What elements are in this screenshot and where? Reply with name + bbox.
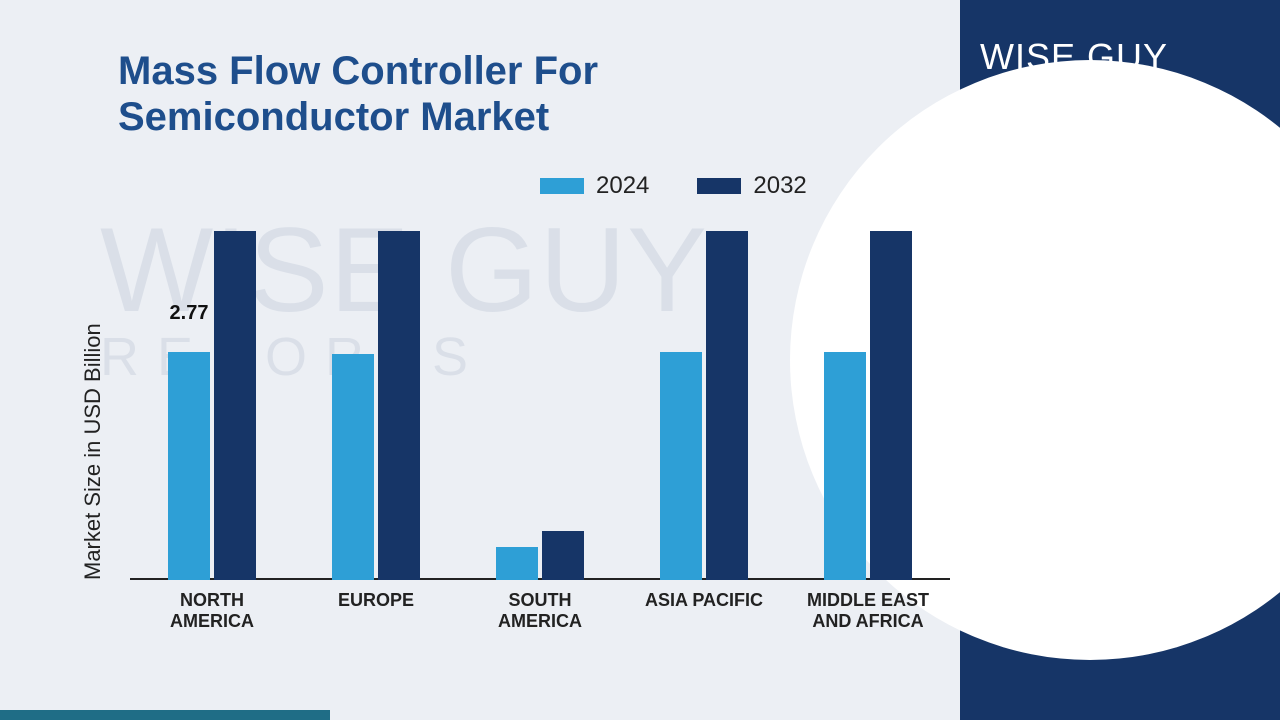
bar-2032 (378, 231, 420, 580)
bar-2032 (870, 231, 912, 580)
bar-2024 (168, 352, 210, 580)
legend-label: 2024 (596, 172, 649, 200)
x-axis-category-label: EUROPE (306, 590, 446, 611)
x-axis-category-label: ASIA PACIFIC (634, 590, 774, 611)
bar-2024 (496, 547, 538, 580)
bar-2032 (706, 231, 748, 580)
legend-label: 2032 (753, 172, 806, 200)
bar-2024 (660, 352, 702, 580)
legend-item-2032: 2032 (697, 172, 806, 200)
x-axis-category-label: SOUTH AMERICA (470, 590, 610, 631)
bar-value-label: 2.77 (170, 302, 209, 325)
brand-logo-line2: REPORTS (980, 78, 1168, 96)
bar-2024 (332, 354, 374, 580)
y-axis-label: Market Size in USD Billion (80, 323, 106, 580)
x-axis-category-label: MIDDLE EAST AND AFRICA (798, 590, 938, 631)
legend-swatch (697, 178, 741, 194)
brand-logo: WISE GUY REPORTS (980, 36, 1168, 96)
brand-logo-line1: WISE GUY (980, 36, 1168, 78)
bar-2032 (542, 531, 584, 580)
chart-canvas: WISE GUY REPORTS WISE GUY REPORTS Mass F… (0, 0, 1280, 720)
legend: 2024 2032 (540, 172, 807, 200)
bar-2024 (824, 352, 866, 580)
bar-2032 (214, 231, 256, 580)
x-axis-category-label: NORTH AMERICA (142, 590, 282, 631)
bottom-accent-bar (0, 710, 330, 720)
chart-title: Mass Flow Controller For Semiconductor M… (118, 48, 738, 140)
plot-area: 2.77 (130, 210, 950, 580)
legend-item-2024: 2024 (540, 172, 649, 200)
legend-swatch (540, 178, 584, 194)
